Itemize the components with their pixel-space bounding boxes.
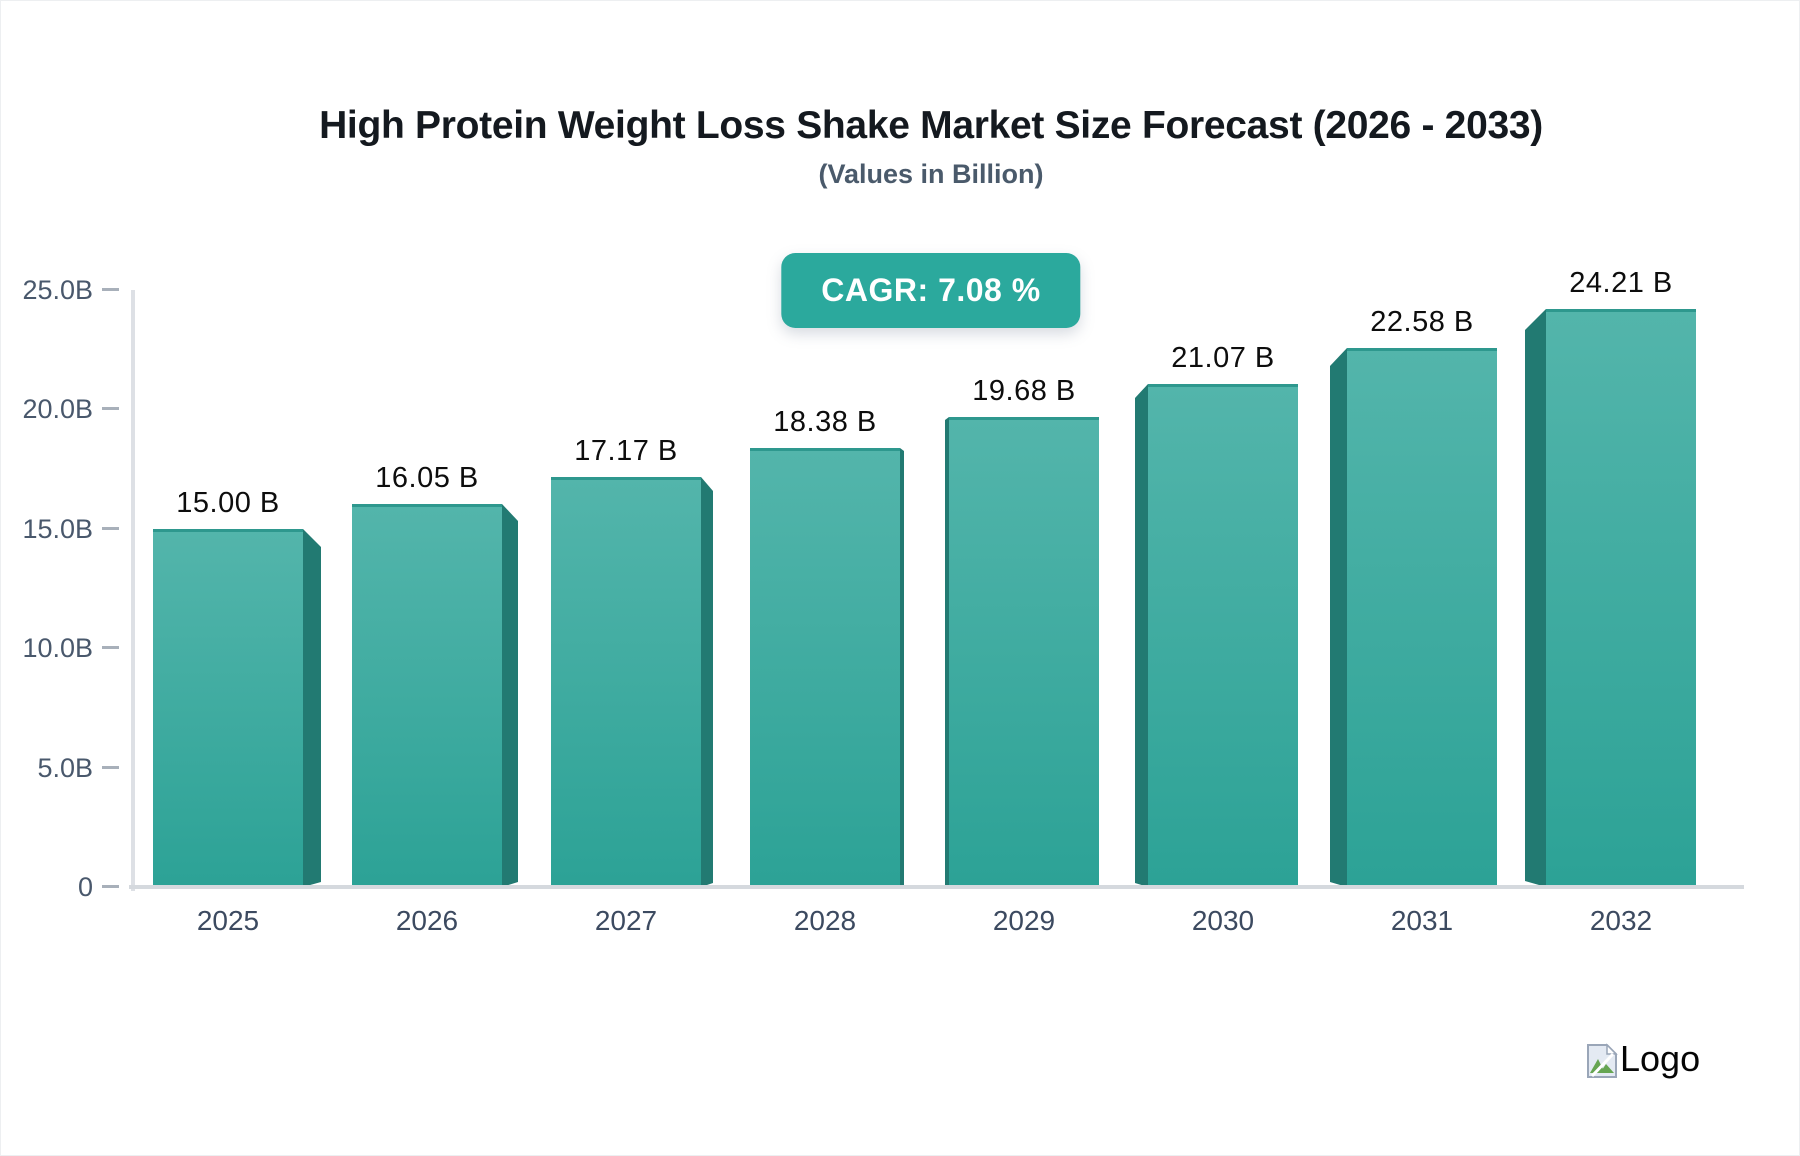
broken-image-icon	[1586, 1043, 1618, 1079]
y-tick-mark	[102, 646, 119, 650]
y-tick-label: 15.0B	[22, 513, 93, 544]
logo-alt-text: Logo	[1620, 1038, 1701, 1079]
bar	[750, 448, 900, 887]
x-axis-label: 2030	[1191, 905, 1255, 936]
bar-side-face	[701, 477, 713, 887]
x-axis-label: 2032	[1589, 905, 1653, 936]
bar	[352, 504, 502, 887]
x-axis-line	[129, 885, 1744, 889]
bar	[1148, 384, 1298, 887]
bar-side-face	[945, 417, 949, 887]
x-axis-label: 2026	[395, 905, 459, 936]
x-axis-label: 2025	[196, 905, 260, 936]
bar-value-label: 21.07 B	[1171, 342, 1275, 374]
y-tick-label: 25.0B	[22, 275, 93, 305]
logo: Logo	[1586, 1039, 1700, 1079]
bar-side-face	[900, 448, 904, 887]
bar	[1347, 348, 1497, 887]
y-axis-line	[131, 290, 135, 891]
x-axis-label: 2029	[992, 905, 1056, 936]
bar	[949, 417, 1099, 887]
y-tick-label: 0	[77, 872, 93, 902]
bar-value-label: 22.58 B	[1370, 306, 1474, 338]
y-tick-label: 10.0B	[22, 633, 93, 664]
y-tick-mark	[102, 885, 119, 888]
chart-subtitle: (Values in Billion)	[818, 159, 1044, 189]
bar-value-label: 18.38 B	[773, 406, 877, 438]
bar-side-face	[502, 504, 518, 887]
bar-value-label: 15.00 B	[176, 487, 280, 519]
x-axis-label: 2031	[1390, 905, 1454, 936]
bar-side-face	[1135, 384, 1148, 887]
y-tick-mark	[102, 288, 119, 291]
cagr-badge: CAGR: 7.08 %	[781, 253, 1081, 328]
bar-side-face	[1525, 309, 1546, 887]
x-axis-label: 2027	[594, 905, 658, 936]
bar	[551, 477, 701, 887]
chart-title: High Protein Weight Loss Shake Market Si…	[319, 104, 1543, 147]
bar-side-face	[303, 529, 321, 887]
y-tick-mark	[102, 765, 119, 769]
bar	[153, 529, 303, 887]
bar-value-label: 16.05 B	[375, 462, 479, 494]
bar-value-label: 17.17 B	[574, 435, 678, 467]
x-axis-label: 2028	[793, 905, 857, 936]
bar-side-face	[1330, 348, 1347, 887]
y-tick-mark	[102, 526, 119, 530]
bar-value-label: 24.21 B	[1569, 267, 1673, 299]
y-tick-mark	[102, 407, 119, 411]
bar-value-label: 19.68 B	[972, 375, 1076, 407]
y-tick-label: 5.0B	[37, 752, 93, 783]
y-tick-label: 20.0B	[22, 394, 93, 425]
bar	[1546, 309, 1696, 887]
